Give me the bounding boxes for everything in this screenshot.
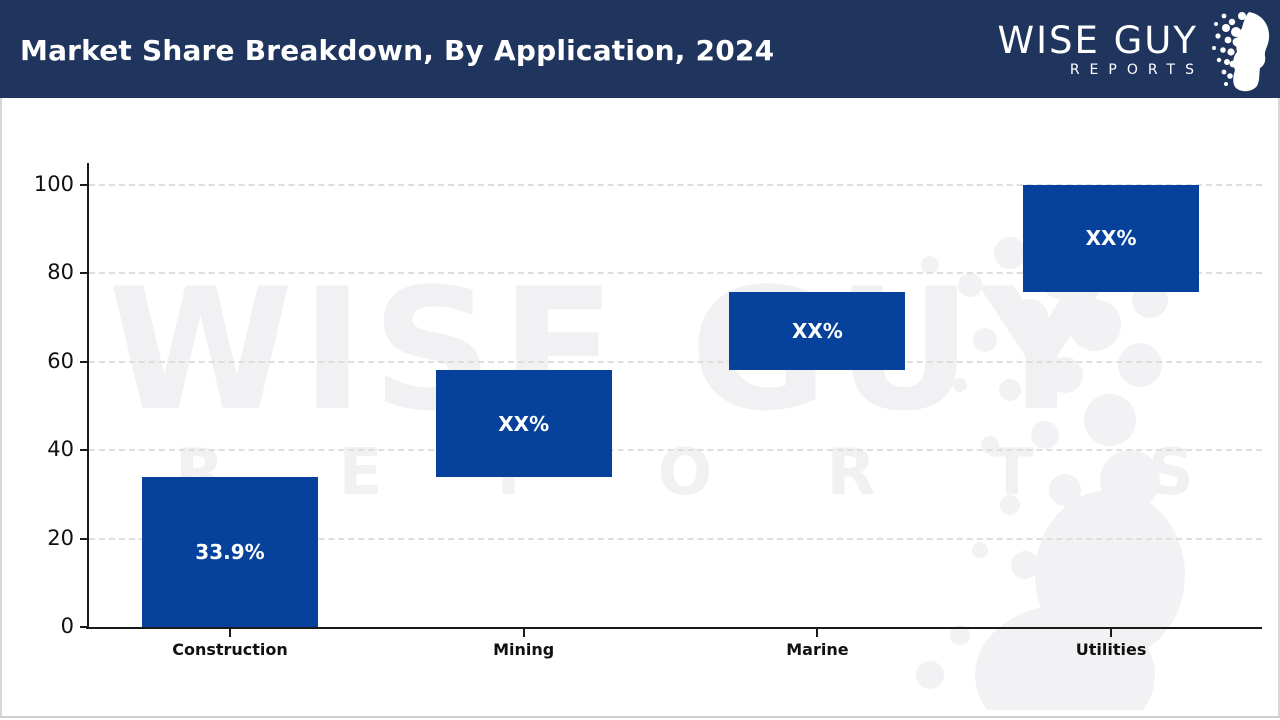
gridline-20 [89,537,1262,540]
y-tick-mark-100 [80,184,87,186]
x-tick-label-utilities: Utilities [1075,640,1147,659]
x-tick-label-marine: Marine [786,640,849,659]
y-tick-mark-0 [80,626,87,628]
y-tick-mark-40 [80,449,87,452]
wiseguy-logo: WISE GUY REPORTS [998,8,1274,92]
header-bar: Market Share Breakdown, By Application, … [0,0,1280,98]
y-axis-line [87,163,89,629]
gridline-60 [89,360,1262,363]
logo-subtitle: REPORTS [1069,62,1204,79]
y-tick-mark-80 [80,272,87,275]
x-tick-mark-marine [816,629,819,637]
y-tick-label-100: 100 [33,172,74,196]
gridline-100 [89,184,1262,186]
bar-construction: 33.9% [142,477,318,627]
y-tick-label-40: 40 [47,437,74,462]
y-tick-label-80: 80 [47,260,74,285]
wiseguy-face-icon [1212,12,1270,92]
x-tick-label-construction: Construction [172,640,288,659]
x-axis-line [86,627,1262,629]
frame-border-left [0,98,2,718]
gridline-40 [89,449,1262,452]
y-tick-label-0: 0 [60,614,74,638]
logo-text: WISE GUY REPORTS [997,18,1198,79]
x-tick-label-mining: Mining [493,640,555,659]
logo-wordmark: WISE GUY [997,18,1198,62]
x-tick-mark-utilities [1110,629,1113,637]
y-tick-mark-20 [80,537,87,540]
x-tick-mark-construction [229,629,231,637]
bar-value-label: 33.9% [195,540,265,565]
bar-marine: XX% [729,291,906,371]
x-tick-mark-mining [522,629,525,637]
frame-border-right [1278,98,1280,718]
bar-value-label: XX% [791,319,843,344]
chart-area: 0 20 40 60 80 100 33.9% XX% XX% XX% Construction Mi… [0,98,1280,718]
gridline-80 [89,272,1262,275]
frame-border-bottom [0,716,1280,718]
y-tick-mark-60 [80,360,87,363]
bar-value-label: XX% [1085,226,1137,251]
y-tick-label-60: 60 [47,348,74,373]
y-tick-label-20: 20 [47,525,74,550]
bar-mining: XX% [435,370,612,478]
page-title: Market Share Breakdown, By Application, … [20,34,775,67]
bar-value-label: XX% [498,411,550,436]
bar-utilities: XX% [1023,185,1200,292]
